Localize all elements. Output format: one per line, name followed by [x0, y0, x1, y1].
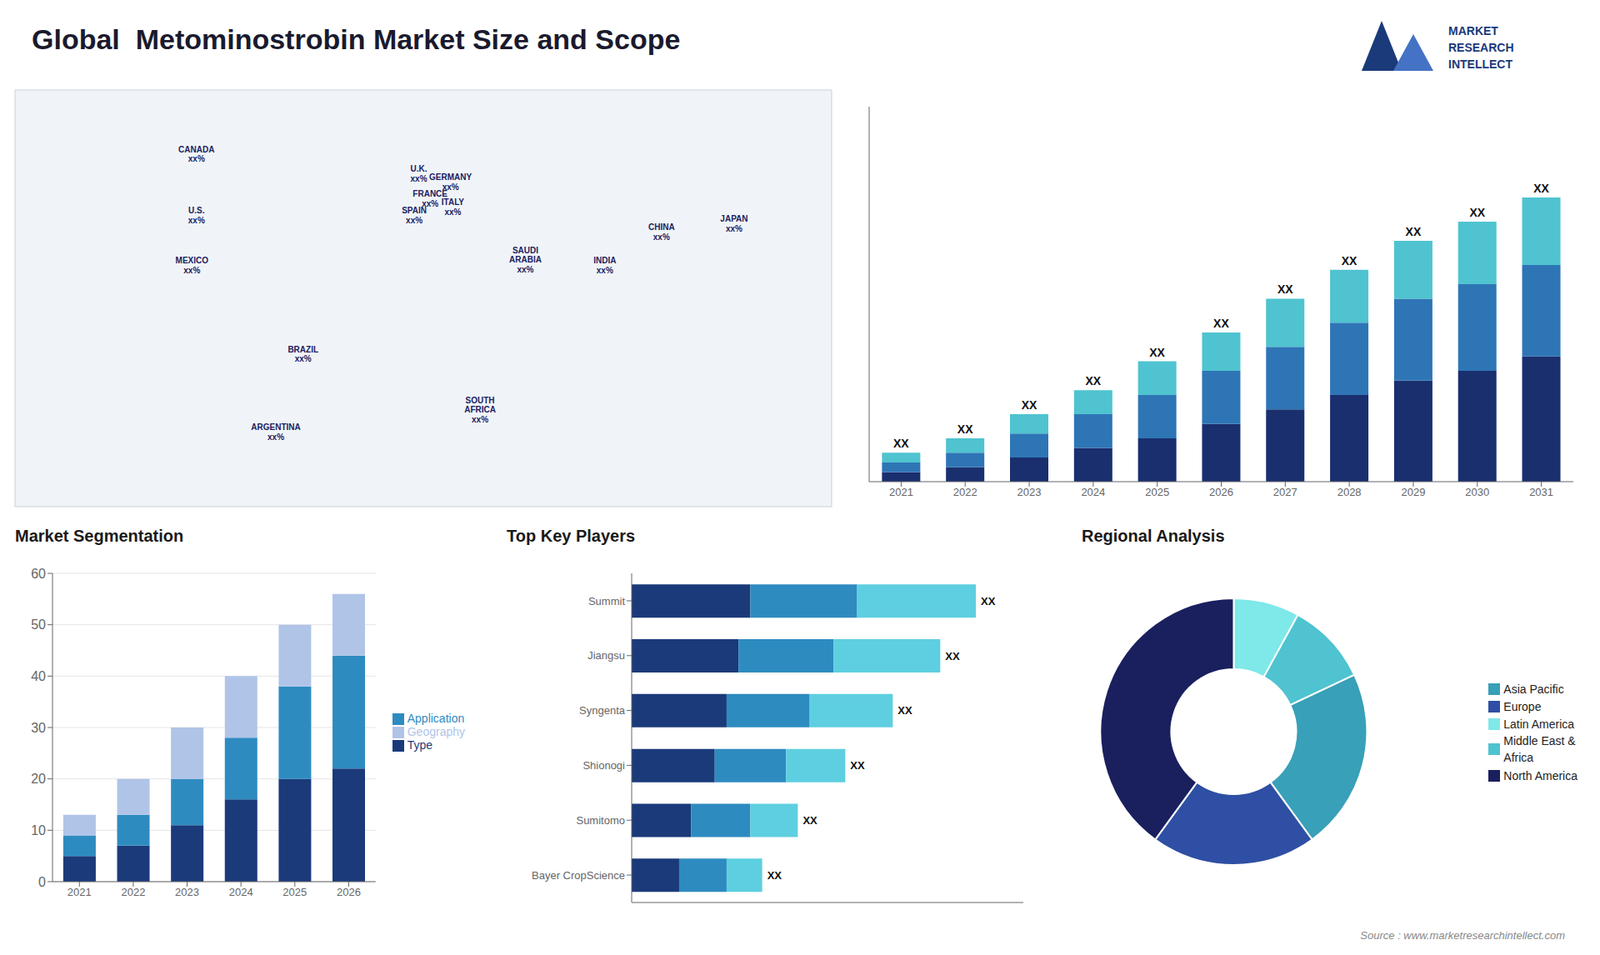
svg-text:60: 60 [30, 566, 46, 581]
svg-text:XX: XX [945, 650, 960, 663]
svg-text:10: 10 [30, 823, 46, 838]
svg-text:XX: XX [1341, 254, 1358, 268]
svg-text:XX: XX [980, 595, 996, 608]
svg-text:JAPANxx%: JAPANxx% [720, 214, 748, 234]
svg-text:2021: 2021 [889, 485, 914, 499]
svg-text:Jiangsu: Jiangsu [587, 649, 625, 662]
svg-text:XX: XX [802, 814, 818, 827]
svg-text:XX: XX [1277, 282, 1294, 296]
svg-text:2028: 2028 [1337, 485, 1362, 499]
svg-text:XX: XX [1021, 398, 1038, 412]
html-text:xx%: xx% [421, 198, 439, 208]
svg-text:Shionogi: Shionogi [582, 759, 625, 772]
svg-text:2029: 2029 [1400, 485, 1425, 499]
svg-text:2022: 2022 [953, 485, 978, 499]
svg-text:ITALYxx%: ITALYxx% [441, 197, 465, 217]
svg-text:MEXICOxx%: MEXICOxx% [175, 255, 210, 275]
svg-text:INTELLECT: INTELLECT [1448, 57, 1513, 71]
html-text:Latin America: Latin America [1503, 717, 1575, 732]
svg-text:XX: XX [1533, 181, 1550, 195]
svg-text:SPAINxx%: SPAINxx% [401, 205, 427, 225]
svg-text:XX: XX [1149, 345, 1165, 360]
svg-text:2024: 2024 [229, 885, 254, 899]
svg-text:Summit: Summit [588, 595, 625, 608]
svg-text:Syngenta: Syngenta [579, 704, 626, 717]
svg-text:2025: 2025 [282, 885, 307, 899]
svg-text:50: 50 [30, 617, 46, 632]
svg-text:XX: XX [1213, 316, 1230, 330]
svg-text:XX: XX [1085, 374, 1101, 388]
svg-text:CANADAxx%: CANADAxx% [178, 144, 215, 164]
html-text:FRANCE: FRANCE [412, 189, 448, 199]
html-text:Geography: Geography [407, 724, 465, 739]
html-text:Middle East & Africa: Middle East & Africa [1503, 734, 1576, 765]
svg-text:MARKET: MARKET [1448, 24, 1499, 38]
svg-text:2026: 2026 [336, 885, 361, 899]
svg-text:ARGENTINAxx%: ARGENTINAxx% [250, 422, 300, 442]
html-text:North America: North America [1503, 768, 1578, 783]
svg-text:2022: 2022 [120, 885, 145, 899]
svg-text:Sumitomo: Sumitomo [575, 814, 625, 827]
svg-text:2023: 2023 [175, 885, 200, 899]
svg-text:2030: 2030 [1465, 485, 1490, 499]
html-text:Type: Type [407, 738, 433, 752]
html-text:Application: Application [407, 711, 465, 725]
svg-text:U.K.xx%: U.K.xx% [410, 164, 428, 184]
svg-text:2023: 2023 [1017, 485, 1042, 499]
html-text:Regional Analysis: Regional Analysis [1081, 526, 1225, 545]
svg-text:30: 30 [30, 720, 46, 735]
html-text:Europe: Europe [1503, 700, 1542, 714]
svg-text:Bayer CropScience: Bayer CropScience [531, 869, 625, 882]
svg-text:40: 40 [30, 669, 46, 684]
html-text:Top Key Players: Top Key Players [506, 526, 636, 545]
svg-text:2021: 2021 [67, 885, 92, 899]
svg-text:BRAZILxx%: BRAZILxx% [287, 344, 319, 364]
html-text:Market Segmentation: Market Segmentation [15, 526, 184, 545]
svg-text:SOUTHAFRICAxx%: SOUTHAFRICAxx% [464, 395, 496, 424]
svg-text:XX: XX [897, 704, 913, 717]
svg-text:GERMANYxx%: GERMANYxx% [429, 172, 472, 192]
svg-text:2026: 2026 [1209, 485, 1234, 499]
svg-text:XX: XX [1469, 205, 1485, 220]
html-text:Global Metominostrobin Market: Global Metominostrobin Market Size and S… [31, 23, 681, 55]
html-text:Source : www.marketresearchint: Source : www.marketresearchintellect.com [1360, 929, 1565, 942]
svg-text:U.S.xx%: U.S.xx% [188, 205, 205, 225]
svg-text:2024: 2024 [1080, 485, 1105, 499]
svg-text:XX: XX [850, 759, 865, 772]
svg-text:20: 20 [30, 771, 46, 786]
svg-text:XX: XX [957, 422, 974, 436]
svg-text:XX: XX [1405, 225, 1422, 239]
svg-text:2025: 2025 [1145, 485, 1170, 499]
svg-text:RESEARCH: RESEARCH [1448, 40, 1515, 55]
svg-text:XX: XX [893, 436, 910, 450]
svg-text:XX: XX [767, 869, 783, 882]
svg-text:0: 0 [38, 875, 46, 890]
svg-text:2031: 2031 [1529, 485, 1554, 499]
svg-text:CHINAxx%: CHINAxx% [648, 222, 675, 242]
svg-text:2027: 2027 [1273, 485, 1298, 499]
svg-text:INDIAxx%: INDIAxx% [593, 255, 616, 275]
html-text:Asia Pacific: Asia Pacific [1503, 682, 1564, 696]
svg-text:SAUDIARABIAxx%: SAUDIARABIAxx% [509, 245, 542, 274]
